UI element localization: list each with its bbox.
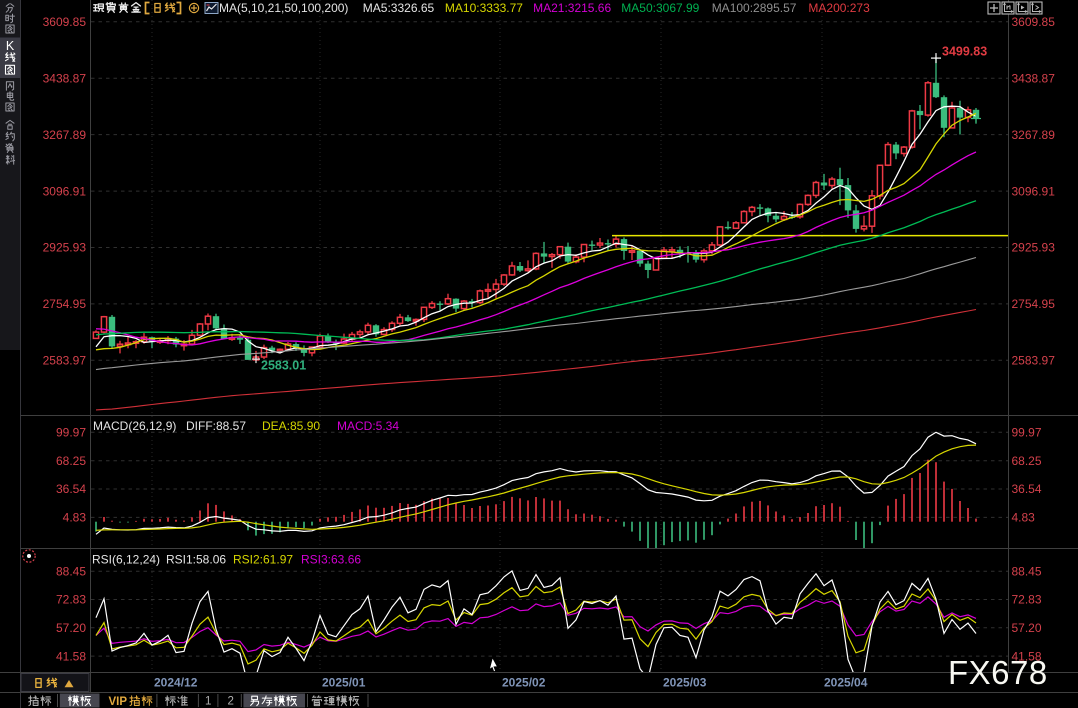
svg-text:1: 1 [205, 696, 211, 708]
svg-text:2025/03: 2025/03 [663, 676, 707, 690]
svg-text:3267.89: 3267.89 [43, 128, 87, 142]
svg-text:4.83: 4.83 [1012, 511, 1036, 525]
svg-text:57.20: 57.20 [1012, 621, 1042, 635]
svg-text:MA10:3333.77: MA10:3333.77 [445, 1, 523, 15]
svg-text:MACD(26,12,9): MACD(26,12,9) [93, 419, 176, 433]
svg-text:99.97: 99.97 [56, 426, 86, 440]
svg-text:3438.87: 3438.87 [43, 71, 87, 85]
svg-text:2025/01: 2025/01 [322, 676, 366, 690]
svg-text:3096.91: 3096.91 [43, 184, 87, 198]
svg-text:57.20: 57.20 [56, 621, 86, 635]
svg-text:2925.93: 2925.93 [1012, 241, 1056, 255]
svg-text:MACD:5.34: MACD:5.34 [337, 419, 399, 433]
svg-text:2: 2 [228, 696, 234, 708]
svg-text:RSI(6,12,24): RSI(6,12,24) [92, 553, 160, 567]
svg-text:2583.97: 2583.97 [1012, 354, 1056, 368]
svg-text:MA200:273: MA200:273 [808, 1, 870, 15]
svg-text:41.58: 41.58 [1012, 649, 1042, 663]
svg-text:99.97: 99.97 [1012, 426, 1042, 440]
svg-text:3438.87: 3438.87 [1012, 71, 1056, 85]
svg-text:3609.85: 3609.85 [43, 15, 87, 29]
svg-text:72.83: 72.83 [1012, 593, 1042, 607]
svg-text:88.45: 88.45 [1012, 564, 1042, 578]
svg-text:MA21:3215.66: MA21:3215.66 [533, 1, 611, 15]
svg-text:DIFF:88.57: DIFF:88.57 [186, 419, 246, 433]
svg-text:72.83: 72.83 [56, 593, 86, 607]
svg-text:68.25: 68.25 [1012, 454, 1042, 468]
svg-text:3499.83: 3499.83 [942, 45, 987, 59]
svg-text:MA100:2895.57: MA100:2895.57 [712, 1, 797, 15]
svg-text:2025/04: 2025/04 [824, 676, 868, 690]
svg-text:3096.91: 3096.91 [1012, 184, 1056, 198]
svg-text:MA50:3067.99: MA50:3067.99 [621, 1, 699, 15]
svg-text:VIP: VIP [109, 696, 128, 708]
svg-text:4.83: 4.83 [63, 511, 87, 525]
svg-text:88.45: 88.45 [56, 564, 86, 578]
svg-text:2583.97: 2583.97 [43, 354, 87, 368]
svg-text:RSI2:61.97: RSI2:61.97 [233, 553, 293, 567]
svg-text:3609.85: 3609.85 [1012, 15, 1056, 29]
svg-text:2754.95: 2754.95 [1012, 297, 1056, 311]
svg-text:K: K [6, 39, 15, 53]
svg-text:DEA:85.90: DEA:85.90 [262, 419, 320, 433]
svg-text:MA5:3326.65: MA5:3326.65 [363, 1, 435, 15]
svg-text:RSI1:58.06: RSI1:58.06 [166, 553, 226, 567]
svg-text:2025/02: 2025/02 [502, 676, 546, 690]
svg-text:3267.89: 3267.89 [1012, 128, 1056, 142]
svg-text:36.54: 36.54 [56, 482, 86, 496]
svg-text:68.25: 68.25 [56, 454, 86, 468]
svg-text:FX678: FX678 [948, 654, 1048, 691]
svg-text:MA(5,10,21,50,100,200): MA(5,10,21,50,100,200) [219, 1, 348, 15]
svg-text:2024/12: 2024/12 [154, 676, 198, 690]
svg-text:36.54: 36.54 [1012, 482, 1042, 496]
svg-text:2754.95: 2754.95 [43, 297, 87, 311]
svg-text:2925.93: 2925.93 [43, 241, 87, 255]
svg-text:41.58: 41.58 [56, 649, 86, 663]
svg-text:2583.01: 2583.01 [261, 359, 306, 373]
svg-text:RSI3:63.66: RSI3:63.66 [301, 553, 361, 567]
